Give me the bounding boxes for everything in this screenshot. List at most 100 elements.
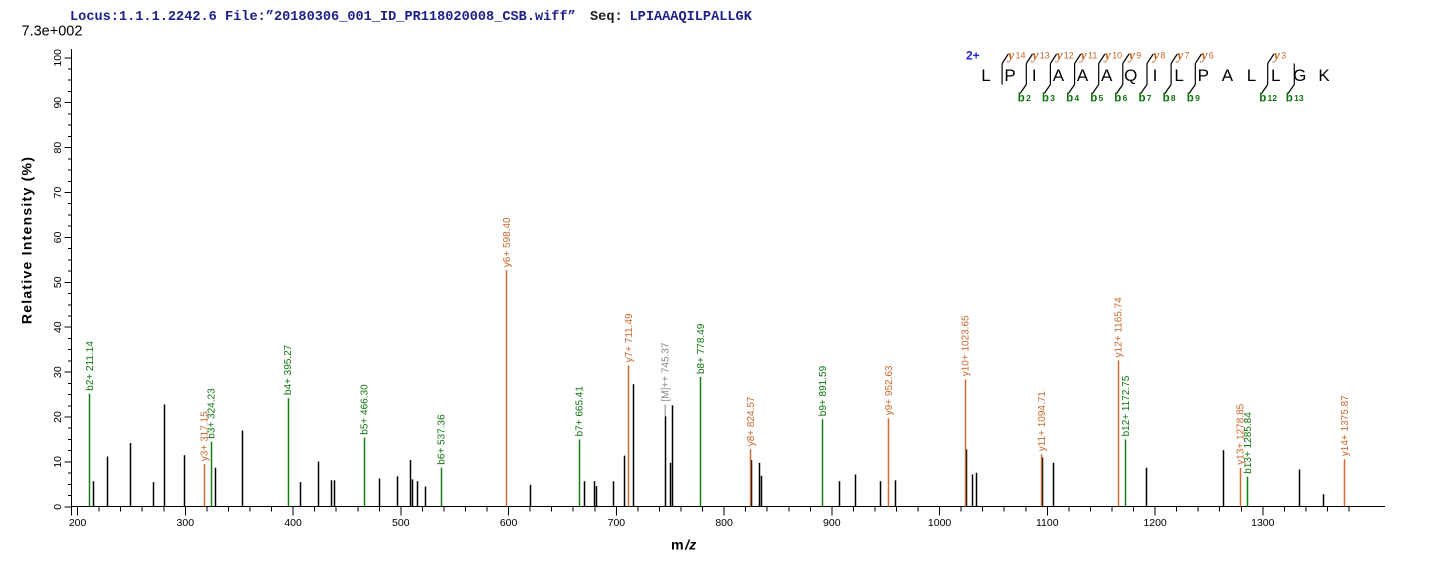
svg-text:20: 20 (52, 411, 64, 423)
svg-text:y12+ 1165.74: y12+ 1165.74 (1113, 297, 1124, 358)
svg-text:y: y (1031, 48, 1040, 63)
svg-text:13: 13 (1294, 93, 1304, 103)
svg-text:b: b (1187, 93, 1194, 105)
svg-text:A: A (1222, 66, 1234, 85)
svg-text:LPIAAAQILPALLGK: LPIAAAQILPALLGK (630, 10, 753, 25)
svg-text:y7+ 711.49: y7+ 711.49 (624, 313, 635, 362)
svg-text:8: 8 (1171, 93, 1176, 103)
svg-text:Relative Intensity (%): Relative Intensity (%) (19, 156, 35, 324)
svg-text:8: 8 (1160, 51, 1165, 61)
svg-text:y8+ 824.57: y8+ 824.57 (746, 396, 757, 446)
svg-text:y: y (1175, 48, 1184, 63)
svg-text:10: 10 (52, 456, 64, 468)
svg-text:K: K (1318, 66, 1330, 85)
svg-text:3: 3 (1281, 51, 1286, 61)
svg-text:y: y (1006, 48, 1015, 63)
svg-text:b13+ 1285.84: b13+ 1285.84 (1243, 412, 1254, 474)
svg-text:600: 600 (500, 517, 518, 529)
svg-text:Seq:: Seq: (590, 10, 623, 25)
svg-text:b6+ 537.36: b6+ 537.36 (436, 414, 447, 465)
svg-text:b2+ 211.14: b2+ 211.14 (85, 341, 96, 391)
svg-text:b7+ 665.41: b7+ 665.41 (574, 386, 585, 437)
svg-text:1200: 1200 (1143, 517, 1167, 529)
svg-text:P: P (1004, 66, 1015, 85)
svg-text:y13+ 1278.85: y13+ 1278.85 (1235, 403, 1246, 464)
svg-text:I: I (1032, 66, 1037, 85)
svg-text:4: 4 (1074, 93, 1079, 103)
svg-text:y9+ 952.63: y9+ 952.63 (884, 365, 895, 415)
svg-text:200: 200 (69, 517, 87, 529)
svg-text:y: y (1272, 48, 1281, 63)
svg-text:P: P (1198, 66, 1209, 85)
svg-text:b5+ 466.30: b5+ 466.30 (360, 384, 371, 435)
svg-text:1300: 1300 (1251, 517, 1275, 529)
svg-text:6: 6 (1209, 51, 1214, 61)
svg-text:5: 5 (1099, 93, 1104, 103)
svg-text:b: b (1042, 93, 1049, 105)
svg-text:y: y (1200, 48, 1209, 63)
svg-text:[M]++ 745.37: [M]++ 745.37 (661, 342, 672, 401)
svg-text:3: 3 (1050, 93, 1055, 103)
svg-text:100: 100 (52, 49, 64, 67)
svg-text:I: I (1153, 66, 1158, 85)
svg-text:7.3e+002: 7.3e+002 (22, 24, 83, 40)
svg-text:13: 13 (1040, 51, 1050, 61)
svg-text:7: 7 (1147, 93, 1152, 103)
svg-text:y3+ 317.15: y3+ 317.15 (200, 411, 211, 461)
svg-text:70: 70 (52, 187, 64, 199)
svg-text:9: 9 (1195, 93, 1200, 103)
svg-text:y: y (1055, 48, 1064, 63)
svg-text:y14+ 1375.87: y14+ 1375.87 (1340, 395, 1351, 456)
svg-text:12: 12 (1064, 51, 1074, 61)
svg-text:2+: 2+ (966, 49, 980, 63)
svg-text:800: 800 (715, 517, 733, 529)
svg-text:9: 9 (1136, 51, 1141, 61)
svg-text:b8+ 778.49: b8+ 778.49 (696, 323, 707, 374)
svg-text:L: L (981, 66, 990, 85)
svg-text:7: 7 (1185, 51, 1190, 61)
svg-text:10: 10 (1112, 51, 1122, 61)
svg-text:m/z: m/z (671, 538, 696, 554)
svg-text:500: 500 (392, 517, 410, 529)
svg-text:A: A (1101, 66, 1113, 85)
svg-text:y: y (1103, 48, 1112, 63)
svg-text:60: 60 (52, 231, 64, 243)
svg-text:y10+ 1023.65: y10+ 1023.65 (960, 315, 971, 376)
svg-text:b: b (1090, 93, 1097, 105)
svg-text:700: 700 (608, 517, 626, 529)
svg-text:80: 80 (52, 142, 64, 154)
svg-text:50: 50 (52, 276, 64, 288)
svg-text:L: L (1174, 66, 1183, 85)
svg-text:300: 300 (177, 517, 195, 529)
svg-text:400: 400 (284, 517, 302, 529)
svg-text:b: b (1259, 93, 1266, 105)
svg-text:b: b (1163, 93, 1170, 105)
svg-text:14: 14 (1016, 51, 1026, 61)
svg-text:b: b (1066, 93, 1073, 105)
svg-text:b12+ 1172.75: b12+ 1172.75 (1121, 375, 1132, 436)
svg-text:b: b (1286, 93, 1293, 105)
svg-text:1100: 1100 (1036, 517, 1059, 529)
svg-text:11: 11 (1088, 51, 1097, 61)
svg-text:Q: Q (1124, 66, 1137, 85)
svg-text:6: 6 (1123, 93, 1128, 103)
svg-text:L: L (1271, 66, 1280, 85)
svg-text:b9+ 891.59: b9+ 891.59 (818, 365, 829, 416)
svg-text:1000: 1000 (928, 517, 952, 529)
svg-text:30: 30 (52, 366, 64, 378)
svg-text:40: 40 (52, 321, 64, 333)
svg-text:y6+ 598.40: y6+ 598.40 (502, 217, 513, 267)
svg-text:y: y (1079, 48, 1088, 63)
svg-text:y11+ 1094.71: y11+ 1094.71 (1037, 391, 1048, 452)
svg-text:y: y (1127, 48, 1136, 63)
svg-text:G: G (1293, 66, 1306, 85)
svg-text:b: b (1139, 93, 1146, 105)
svg-text:L: L (1247, 66, 1256, 85)
svg-text:Locus:1.1.1.2242.6 File:”20180: Locus:1.1.1.2242.6 File:”20180306_001_ID… (70, 10, 576, 25)
svg-text:y: y (1151, 48, 1160, 63)
svg-text:90: 90 (52, 97, 64, 109)
svg-text:A: A (1077, 66, 1089, 85)
svg-text:2: 2 (1026, 93, 1031, 103)
svg-text:b4+ 395.27: b4+ 395.27 (283, 344, 294, 395)
svg-text:b: b (1114, 93, 1121, 105)
